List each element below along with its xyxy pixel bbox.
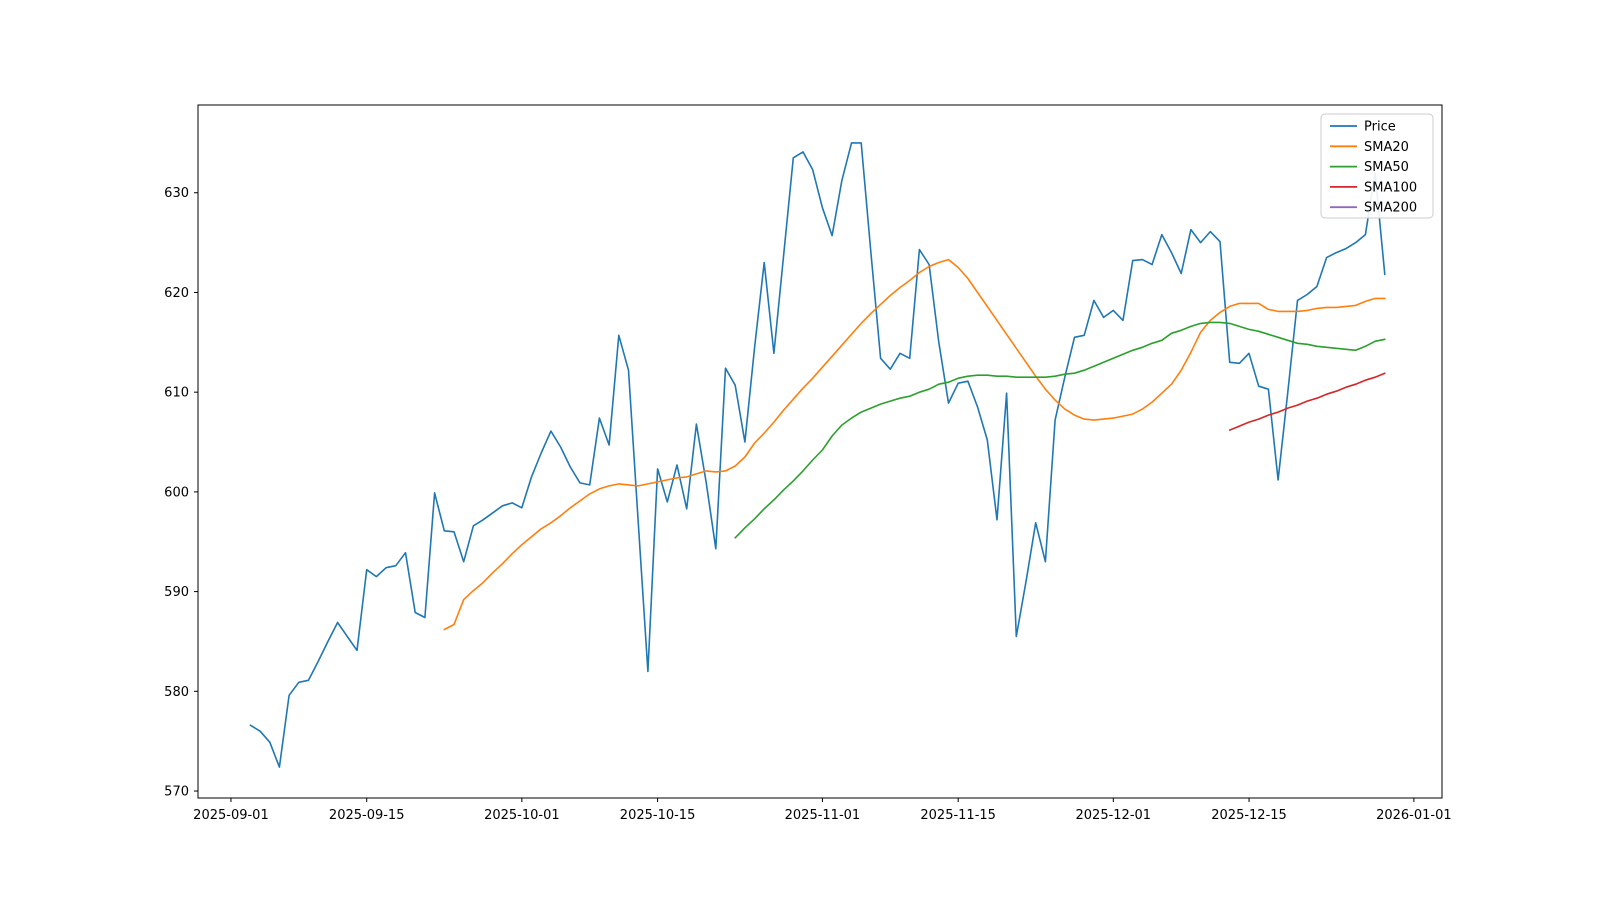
- x-tick-label: 2025-09-01: [193, 808, 269, 823]
- price-line: [249, 142, 1386, 768]
- sma20-line: [443, 258, 1386, 631]
- legend-label-sma20: SMA20: [1364, 140, 1409, 155]
- y-tick-label: 610: [164, 386, 189, 401]
- x-tick-label: 2025-10-15: [620, 808, 696, 823]
- y-tick-label: 580: [164, 685, 189, 700]
- plot-frame: [197, 104, 1443, 799]
- plot-spines: [197, 104, 1443, 799]
- x-tick-label: 2025-09-15: [329, 808, 405, 823]
- y-tick-label: 620: [164, 286, 189, 301]
- legend-box: [1320, 113, 1434, 219]
- x-tick-label: 2025-12-15: [1211, 808, 1287, 823]
- legend-label-price: Price: [1364, 120, 1396, 135]
- sma100-line: [1228, 372, 1386, 431]
- y-tick-label: 600: [164, 485, 189, 500]
- legend-label-sma200: SMA200: [1364, 201, 1417, 216]
- legend-label-sma50: SMA50: [1364, 160, 1409, 175]
- x-tick-label: 2025-11-01: [785, 808, 861, 823]
- x-tick-label: 2025-11-15: [920, 808, 996, 823]
- y-tick-label: 570: [164, 785, 189, 800]
- x-tick-label: 2026-01-01: [1376, 808, 1452, 823]
- axis-ticks: 2025-09-01 2025-09-15 2025-10-01 2025-10-15…: [164, 186, 1451, 823]
- x-tick-label: 2025-12-01: [1076, 808, 1152, 823]
- series-lines: [249, 142, 1386, 768]
- legend-label-sma100: SMA100: [1364, 180, 1417, 195]
- y-tick-label: 630: [164, 186, 189, 201]
- x-tick-label: 2025-10-01: [484, 808, 560, 823]
- y-tick-label: 590: [164, 585, 189, 600]
- legend: Price SMA20 SMA50 SMA100 SMA200: [1320, 113, 1434, 219]
- sma50-line: [734, 321, 1386, 539]
